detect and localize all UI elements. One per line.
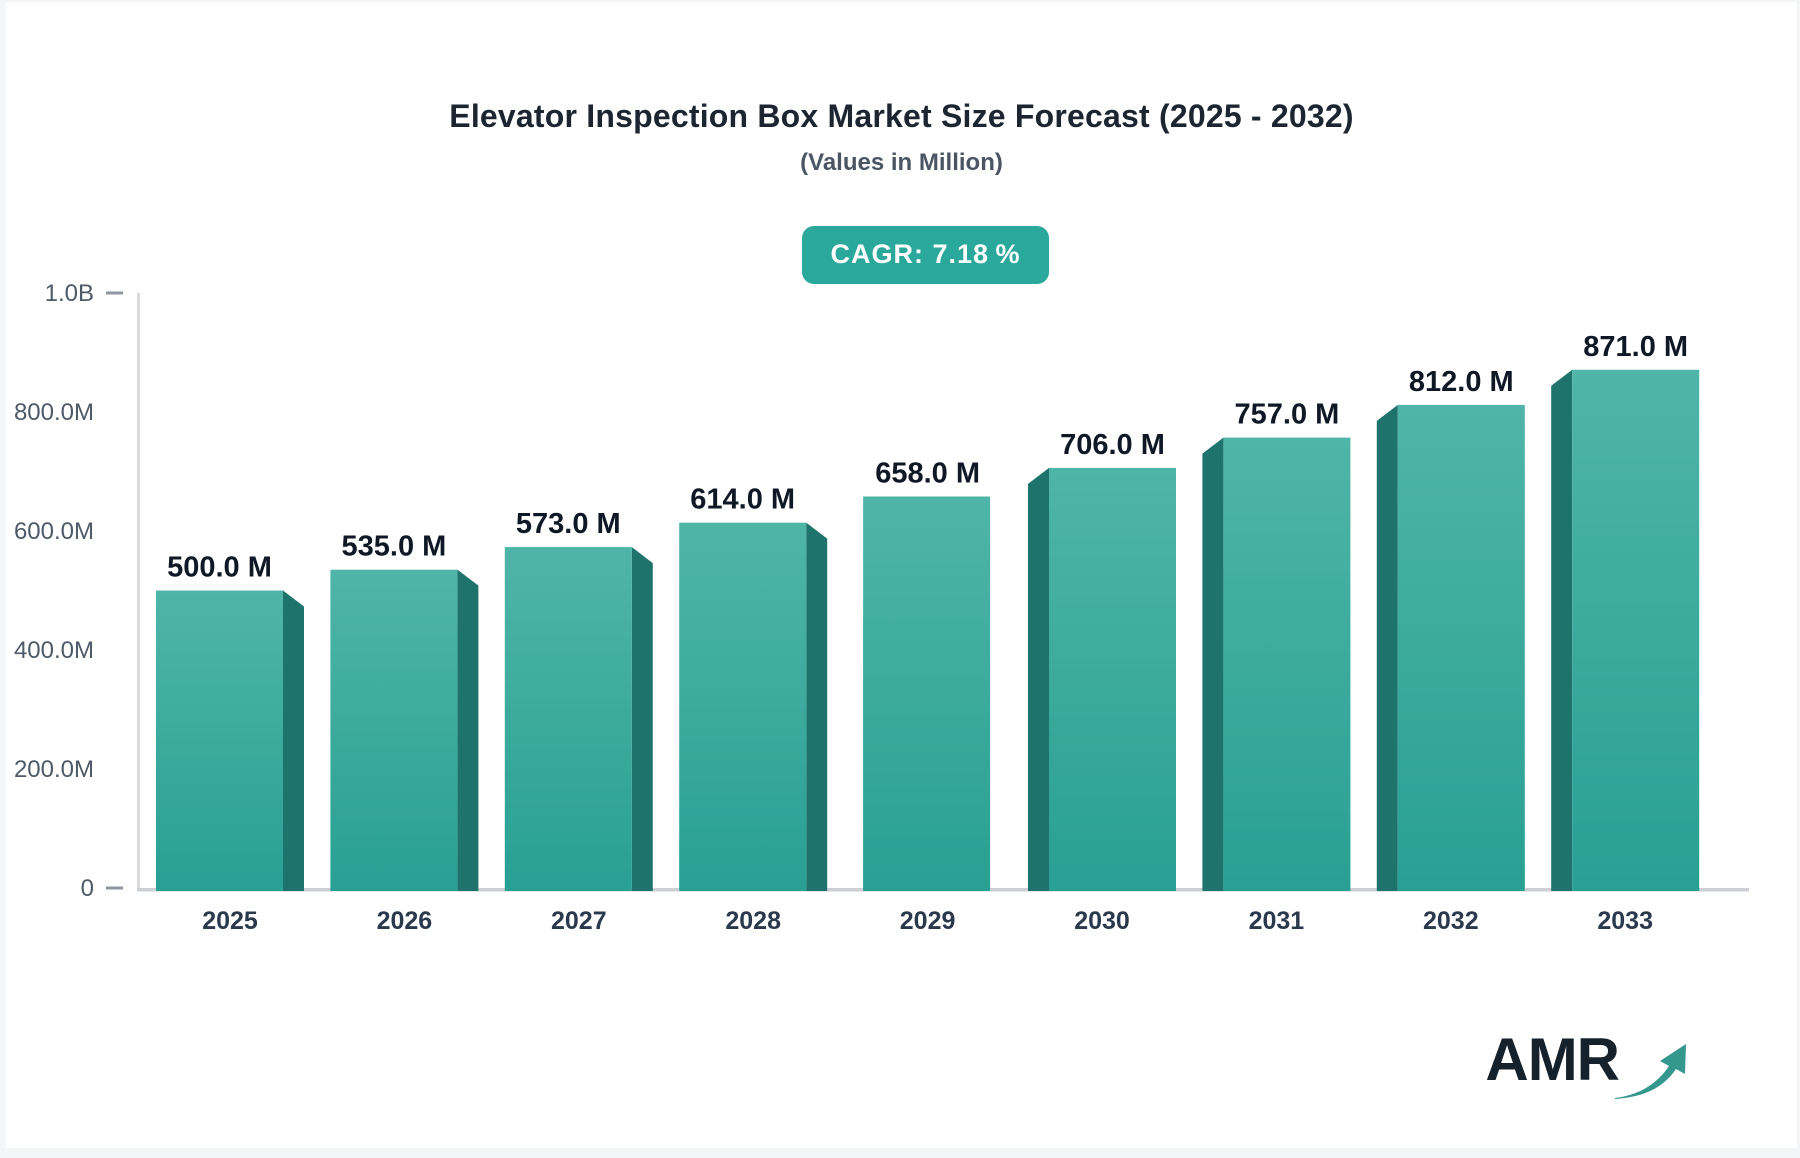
x-axis-label: 2030 [1074, 907, 1130, 935]
amr-logo: AMR [1485, 1030, 1691, 1106]
bar-side-2032 [1376, 404, 1398, 891]
bar-side-2026 [457, 569, 479, 891]
bar-2026 [330, 569, 458, 891]
cagr-badge-label: CAGR: 7.18 % [830, 239, 1021, 269]
y-axis-label: 600.0M [14, 518, 94, 545]
growth-arrow-icon [1615, 1044, 1686, 1099]
y-axis-tick [106, 291, 123, 295]
bar-value-label: 706.0 M [1060, 429, 1165, 461]
bar-2025 [156, 590, 283, 891]
bar-2032 [1397, 404, 1525, 891]
bar-side-2030 [1028, 467, 1049, 891]
bar-side-2027 [631, 547, 653, 891]
chart-card: Elevator Inspection Box Market Size Fore… [6, 2, 1797, 1148]
bar-2027 [504, 547, 632, 891]
bar-value-label: 573.0 M [516, 508, 621, 540]
bar-2033 [1572, 369, 1700, 891]
y-axis-label: 0 [81, 875, 94, 902]
x-axis-label: 2033 [1597, 907, 1653, 935]
bar-side-2031 [1202, 437, 1224, 891]
bar-value-label: 812.0 M [1409, 366, 1514, 398]
bar-value-label: 535.0 M [342, 531, 447, 563]
bar-value-label: 614.0 M [690, 484, 795, 516]
x-axis-label: 2027 [551, 907, 607, 935]
bar-2031 [1223, 437, 1351, 891]
x-axis-label: 2026 [377, 907, 433, 935]
cagr-badge: CAGR: 7.18 % [801, 226, 1050, 284]
bar-chart: 1.0B 800.0M 600.0M 400.0M 200.0M 0 500.0 M 2025… [14, 280, 1749, 935]
bar-value-label: 871.0 M [1583, 331, 1688, 363]
bar-2030 [1049, 467, 1176, 891]
bar-value-label: 757.0 M [1235, 399, 1340, 431]
y-axis-line [137, 293, 140, 891]
y-axis-label: 1.0B [45, 280, 94, 307]
x-axis-label: 2029 [900, 907, 956, 935]
x-axis-label: 2031 [1249, 907, 1305, 935]
bar-2029 [863, 496, 991, 891]
bar-side-2033 [1551, 369, 1573, 891]
y-axis-label: 800.0M [14, 399, 94, 426]
amr-logo-text: AMR [1485, 1026, 1620, 1093]
chart-title: Elevator Inspection Box Market Size Fore… [449, 98, 1354, 134]
y-axis-label: 200.0M [14, 756, 94, 783]
bar-2028 [679, 522, 807, 891]
bar-side-2025 [283, 590, 304, 891]
y-axis-tick [106, 886, 123, 890]
bar-side-2028 [806, 522, 828, 891]
chart-subtitle: (Values in Million) [800, 149, 1003, 176]
x-axis-label: 2025 [202, 907, 258, 935]
x-axis-label: 2032 [1423, 907, 1479, 935]
y-axis-label: 400.0M [14, 637, 94, 664]
bar-value-label: 500.0 M [167, 552, 272, 584]
bar-value-label: 658.0 M [875, 457, 980, 489]
x-axis-label: 2028 [725, 907, 781, 935]
